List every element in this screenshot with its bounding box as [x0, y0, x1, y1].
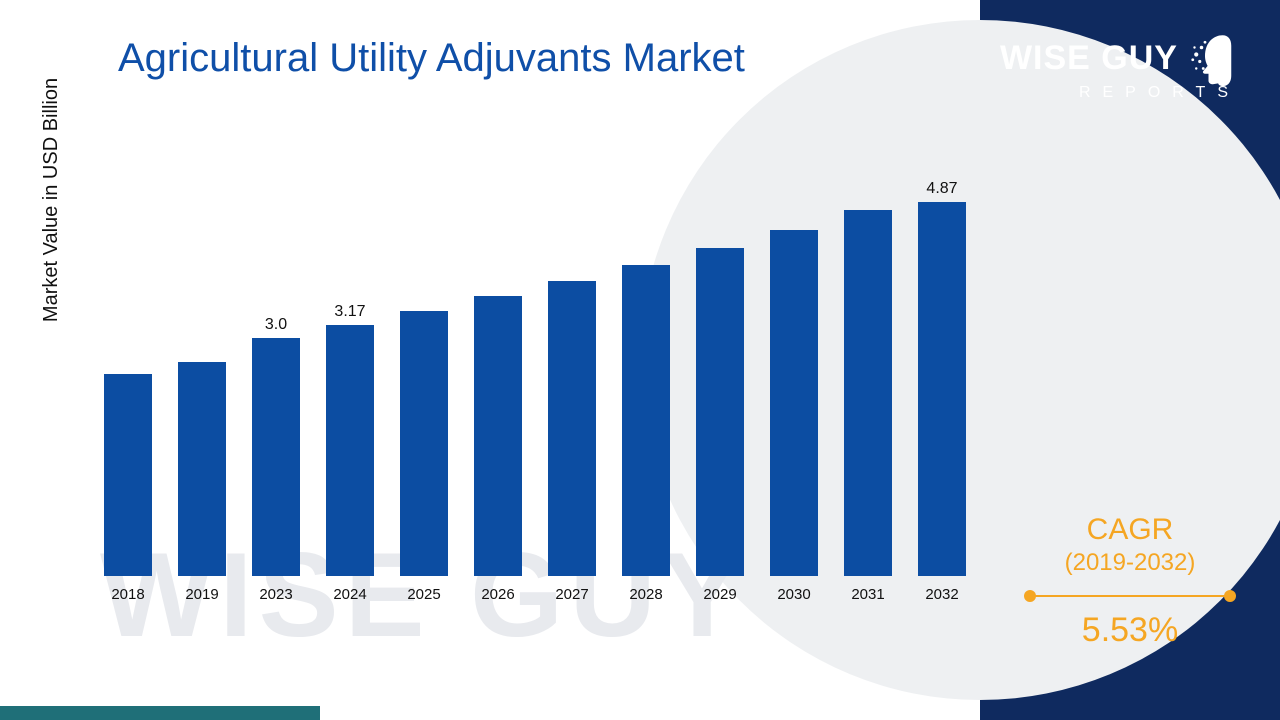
- cagr-divider: [1030, 595, 1230, 597]
- bar-slot: [618, 180, 674, 576]
- bar: [474, 296, 522, 576]
- bar: [326, 325, 374, 576]
- plot-area: 3.0 3.17 4.87: [100, 180, 970, 576]
- footer-strip: [0, 706, 320, 720]
- logo-head-icon: [1184, 30, 1240, 86]
- bar: [104, 374, 152, 576]
- y-axis-label: Market Value in USD Billion: [40, 0, 63, 400]
- x-axis-labels: 2018 2019 2023 2024 2025 2026 2027 2028 2029 2030…: [100, 580, 970, 620]
- bar-slot: [100, 180, 156, 576]
- bar-slot: [396, 180, 452, 576]
- bar-slot: [766, 180, 822, 576]
- bar: [400, 311, 448, 576]
- bar: [918, 202, 966, 576]
- cagr-value: 5.53%: [1020, 611, 1240, 650]
- x-tick-label: 2028: [618, 580, 674, 620]
- bar: [844, 210, 892, 576]
- x-tick-label: 2031: [840, 580, 896, 620]
- cagr-range: (2019-2032): [1020, 549, 1240, 577]
- bar: [178, 362, 226, 576]
- bar: [696, 248, 744, 576]
- x-tick-label: 2019: [174, 580, 230, 620]
- logo-brand-text: WISE GUY: [1000, 39, 1178, 78]
- x-tick-label: 2023: [248, 580, 304, 620]
- bar-slot: 4.87: [914, 180, 970, 576]
- x-tick-label: 2025: [396, 580, 452, 620]
- bar-slot: [544, 180, 600, 576]
- chart-title: Agricultural Utility Adjuvants Market: [118, 34, 745, 82]
- bar-slot: 3.17: [322, 180, 378, 576]
- bar-value-label: 3.17: [334, 303, 365, 321]
- x-tick-label: 2032: [914, 580, 970, 620]
- x-tick-label: 2027: [544, 580, 600, 620]
- x-tick-label: 2029: [692, 580, 748, 620]
- bars-container: 3.0 3.17 4.87: [100, 180, 970, 576]
- bar-slot: [840, 180, 896, 576]
- x-tick-label: 2026: [470, 580, 526, 620]
- cagr-block: CAGR (2019-2032) 5.53%: [1020, 513, 1240, 650]
- brand-logo: WISE GUY REPORTS: [1000, 30, 1240, 102]
- bar-slot: [470, 180, 526, 576]
- bar-value-label: 3.0: [265, 316, 287, 334]
- x-tick-label: 2018: [100, 580, 156, 620]
- bar: [770, 230, 818, 576]
- bar-chart: 3.0 3.17 4.87 2018 2019 2023 2024 2025 2026 2027…: [90, 180, 970, 620]
- logo-sub-text: REPORTS: [1000, 84, 1240, 102]
- bar: [548, 281, 596, 576]
- x-tick-label: 2030: [766, 580, 822, 620]
- bar-slot: [692, 180, 748, 576]
- x-tick-label: 2024: [322, 580, 378, 620]
- chart-canvas: WISE GUY R E P O R T S Agricultural Util…: [0, 0, 1280, 720]
- bar-value-label: 4.87: [926, 180, 957, 198]
- bar-slot: [174, 180, 230, 576]
- cagr-label: CAGR: [1020, 513, 1240, 547]
- bar: [622, 265, 670, 576]
- bar: [252, 338, 300, 576]
- bar-slot: 3.0: [248, 180, 304, 576]
